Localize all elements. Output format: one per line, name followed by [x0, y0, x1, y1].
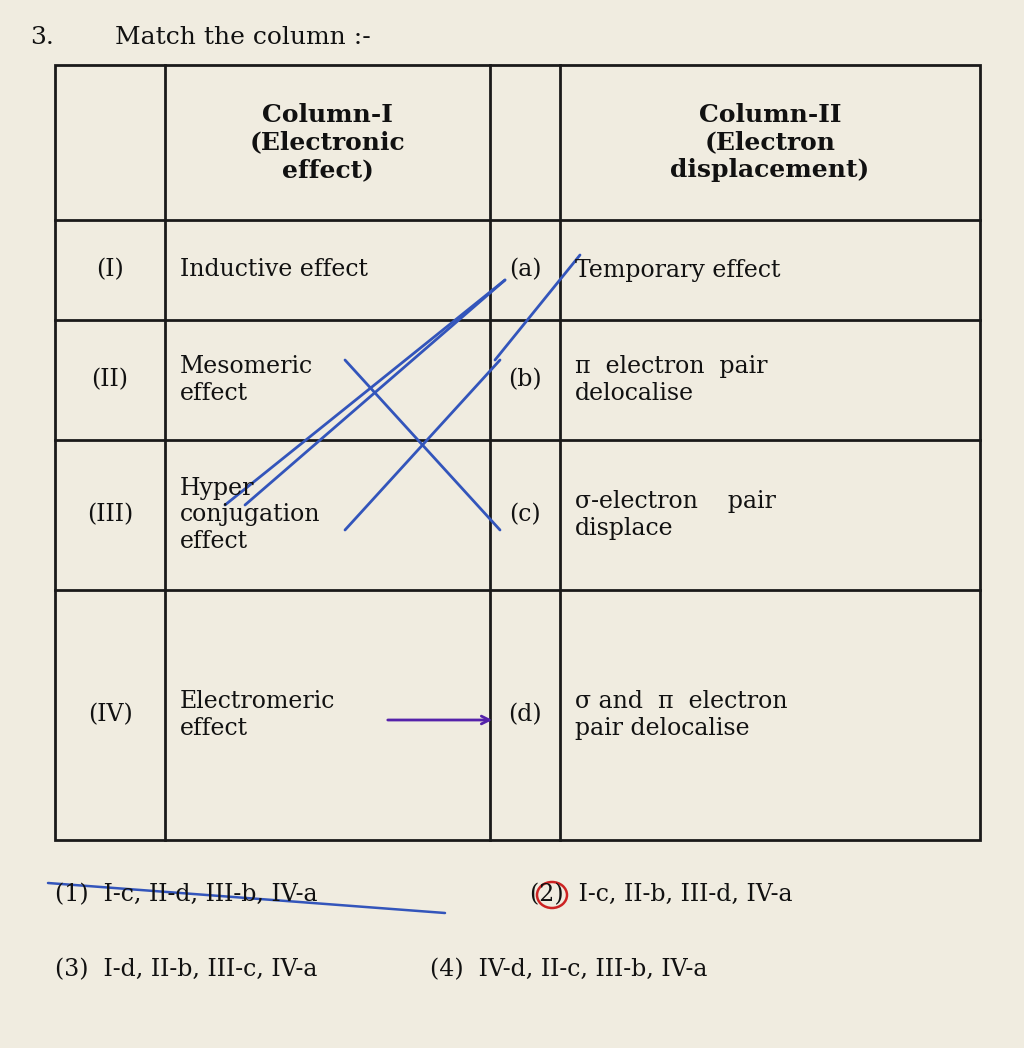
Text: (d): (d)	[508, 703, 542, 726]
Text: (IV): (IV)	[88, 703, 132, 726]
Text: (2)  I-c, II-b, III-d, IV-a: (2) I-c, II-b, III-d, IV-a	[530, 883, 793, 907]
Text: (III): (III)	[87, 503, 133, 526]
Text: π  electron  pair
delocalise: π electron pair delocalise	[575, 355, 768, 405]
Text: (1)  I-c, II-d, III-b, IV-a: (1) I-c, II-d, III-b, IV-a	[55, 883, 317, 907]
Text: (c): (c)	[509, 503, 541, 526]
Text: Mesomeric
effect: Mesomeric effect	[180, 355, 313, 405]
Text: (a): (a)	[509, 259, 542, 282]
Text: Column-II
(Electron
displacement): Column-II (Electron displacement)	[671, 103, 869, 182]
Bar	[55, 65, 980, 840]
Text: σ and  π  electron
pair delocalise: σ and π electron pair delocalise	[575, 691, 787, 740]
Text: Column-I
(Electronic
effect): Column-I (Electronic effect)	[250, 103, 406, 182]
Text: (3)  I-d, II-b, III-c, IV-a: (3) I-d, II-b, III-c, IV-a	[55, 959, 317, 982]
Text: Electromeric
effect: Electromeric effect	[180, 691, 336, 740]
Text: (I): (I)	[96, 259, 124, 282]
Text: Hyper
conjugation
effect: Hyper conjugation effect	[180, 477, 321, 553]
Text: 3.: 3.	[30, 26, 54, 49]
Text: (4)  IV-d, II-c, III-b, IV-a: (4) IV-d, II-c, III-b, IV-a	[430, 959, 708, 982]
Text: (b): (b)	[508, 369, 542, 392]
Text: Temporary effect: Temporary effect	[575, 259, 780, 282]
Text: Inductive effect: Inductive effect	[180, 259, 368, 282]
Text: σ-electron    pair
displace: σ-electron pair displace	[575, 490, 776, 540]
Text: (II): (II)	[91, 369, 128, 392]
Text: Match the column :-: Match the column :-	[115, 26, 371, 49]
